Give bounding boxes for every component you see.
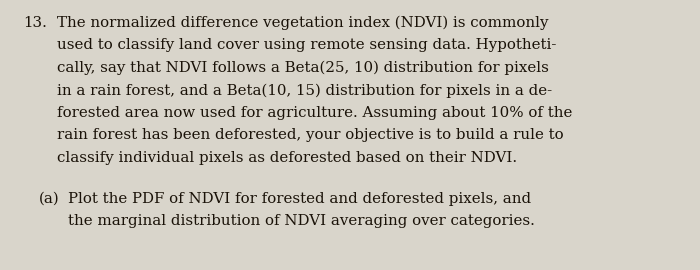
Text: rain forest has been deforested, your objective is to build a rule to: rain forest has been deforested, your ob…: [57, 129, 564, 143]
Text: cally, say that NDVI follows a Beta(25, 10) distribution for pixels: cally, say that NDVI follows a Beta(25, …: [57, 61, 550, 75]
Text: Plot the PDF of NDVI for forested and deforested pixels, and: Plot the PDF of NDVI for forested and de…: [68, 191, 531, 205]
Text: 13.: 13.: [23, 16, 47, 30]
Text: (a): (a): [39, 191, 60, 205]
Text: The normalized difference vegetation index (NDVI) is commonly: The normalized difference vegetation ind…: [57, 16, 549, 31]
Text: classify individual pixels as deforested based on their NDVI.: classify individual pixels as deforested…: [57, 151, 517, 165]
Text: in a rain forest, and a Beta(10, 15) distribution for pixels in a de-: in a rain forest, and a Beta(10, 15) dis…: [57, 83, 552, 98]
Text: used to classify land cover using remote sensing data. Hypotheti-: used to classify land cover using remote…: [57, 39, 557, 52]
Text: the marginal distribution of NDVI averaging over categories.: the marginal distribution of NDVI averag…: [68, 214, 535, 228]
Text: forested area now used for agriculture. Assuming about 10% of the: forested area now used for agriculture. …: [57, 106, 573, 120]
